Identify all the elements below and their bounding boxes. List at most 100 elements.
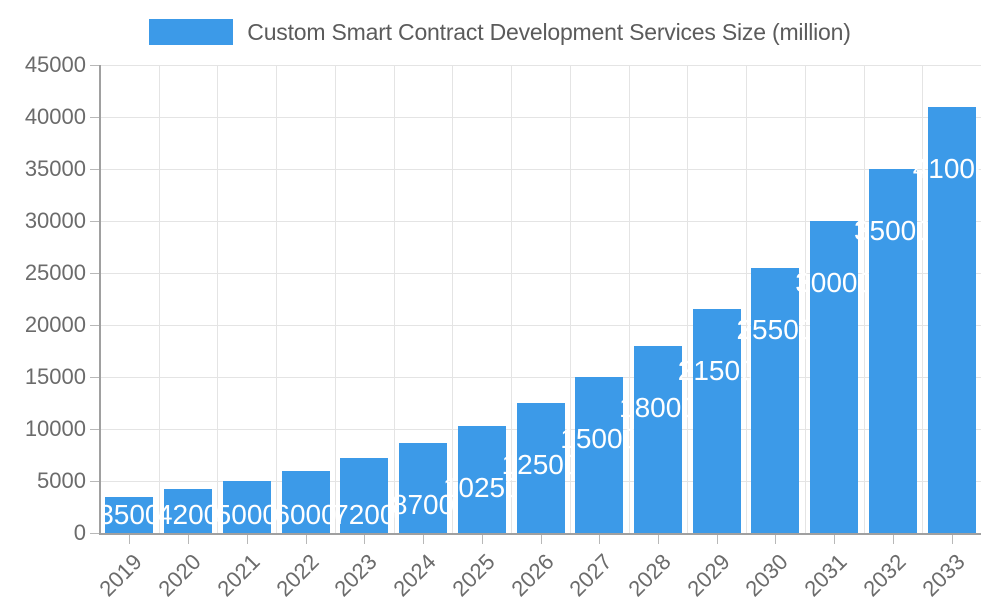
y-axis-tick: 5000 <box>37 468 99 494</box>
gridline-vertical <box>276 65 277 533</box>
bar-rect[interactable] <box>927 106 976 533</box>
y-axis-tick-mark <box>90 272 99 274</box>
gridline-vertical <box>217 65 218 533</box>
y-axis-tick-label: 45000 <box>24 52 86 77</box>
gridline-vertical <box>805 65 806 533</box>
gridline-vertical <box>159 65 160 533</box>
bar-rect[interactable] <box>457 426 506 533</box>
plot-area: 3500 4200 5000 6000 7200 8700 10250 12500 15000 1… <box>98 65 991 534</box>
x-axis-tick-label: 2023 <box>329 549 382 602</box>
x-axis-tick-label: 2021 <box>212 549 265 602</box>
x-axis-tick-label: 2033 <box>917 549 970 602</box>
legend-color-swatch <box>149 19 234 45</box>
y-axis-tick: 35000 <box>25 156 99 182</box>
gridline-vertical <box>335 65 336 533</box>
y-axis-tick: 25000 <box>25 260 99 286</box>
y-axis-tick-mark <box>90 64 99 66</box>
x-axis-tick-mark <box>364 535 366 544</box>
y-axis-tick-mark <box>90 220 99 222</box>
bar-rect[interactable] <box>692 309 741 533</box>
bar-2030[interactable]: 25500 <box>736 267 814 533</box>
y-axis-tick-label: 40000 <box>24 104 86 129</box>
bar-rect[interactable] <box>516 403 565 533</box>
x-axis-tick-label: 2029 <box>682 549 735 602</box>
gridline-horizontal <box>100 325 981 326</box>
x-axis-tick-label: 2020 <box>153 549 206 602</box>
gridline-vertical <box>687 65 688 533</box>
gridline-horizontal <box>100 169 981 170</box>
y-axis-ticks: 0 5000 10000 15000 20000 25000 30000 35000 40000… <box>0 52 99 545</box>
gridline-horizontal <box>100 221 981 222</box>
gridline-vertical <box>511 65 512 533</box>
bar-2028[interactable]: 18000 <box>619 345 697 533</box>
bar-2025[interactable]: 10250 <box>443 426 521 533</box>
x-axis-tick-mark <box>188 535 190 544</box>
gridline-vertical <box>746 65 747 533</box>
gridline-horizontal <box>100 117 981 118</box>
gridline-vertical <box>922 65 923 533</box>
y-axis-tick-mark <box>90 428 99 430</box>
bar-2027[interactable]: 15000 <box>560 377 638 533</box>
bar-2022[interactable]: 6000 <box>274 470 337 533</box>
y-axis-tick: 30000 <box>25 208 99 234</box>
bar-2031[interactable]: 30000 <box>795 221 873 533</box>
x-axis-tick-label: 2019 <box>94 549 148 602</box>
x-axis-tick-label: 2031 <box>799 549 852 602</box>
y-axis-tick-mark <box>90 168 99 170</box>
x-axis-tick-mark <box>951 535 953 544</box>
gridline-vertical <box>629 65 630 533</box>
bar-2026[interactable]: 12500 <box>502 403 579 533</box>
x-axis-tick-mark <box>481 535 483 544</box>
bar-rect[interactable] <box>281 470 330 533</box>
bar-rect[interactable] <box>105 496 154 533</box>
bar-2029[interactable]: 21500 <box>678 309 756 533</box>
y-axis-tick-label: 35000 <box>24 156 86 181</box>
bar-rect[interactable] <box>751 267 800 533</box>
x-axis-tick-mark <box>540 535 542 544</box>
bar-rect[interactable] <box>399 442 448 533</box>
y-axis-tick: 20000 <box>25 312 99 338</box>
bar-rect[interactable] <box>222 481 271 533</box>
x-axis-tick-mark <box>129 535 131 544</box>
x-axis-tick-mark <box>657 535 659 544</box>
bar-rect[interactable] <box>810 221 859 533</box>
bar-2020[interactable]: 4200 <box>157 489 219 533</box>
y-axis-tick: 45000 <box>25 52 99 78</box>
y-axis-tick: 0 <box>74 520 99 546</box>
x-axis-tick-mark <box>716 535 718 544</box>
bar-rect[interactable] <box>340 458 389 533</box>
bar-rect[interactable] <box>868 169 917 533</box>
y-axis-tick-label: 15000 <box>24 364 86 389</box>
y-axis-tick-label: 25000 <box>24 260 86 285</box>
x-axis-tick-label: 2032 <box>858 549 911 602</box>
bar-2023[interactable]: 7200 <box>333 458 395 533</box>
bar-2019[interactable]: 3500 <box>98 496 161 533</box>
legend-item[interactable]: Custom Smart Contract Development Servic… <box>149 18 851 46</box>
bar-2024[interactable]: 8700 <box>392 442 454 533</box>
y-axis-tick: 10000 <box>25 416 99 442</box>
bar-2033[interactable]: 41000 <box>913 106 991 533</box>
y-axis-tick: 15000 <box>25 364 99 390</box>
bar-2032[interactable]: 35000 <box>854 169 932 533</box>
y-axis-tick-mark <box>90 532 99 534</box>
bar-rect[interactable] <box>575 377 624 533</box>
y-axis-line <box>99 65 101 534</box>
x-axis-tick-label: 2027 <box>564 549 617 602</box>
gridline-vertical <box>864 65 865 533</box>
bar-2021[interactable]: 5000 <box>216 481 278 533</box>
x-axis-line <box>99 533 981 535</box>
bar-rect[interactable] <box>164 489 213 533</box>
y-axis-tick-label: 5000 <box>37 468 86 493</box>
gridline-horizontal <box>100 65 981 66</box>
x-axis-tick-label: 2025 <box>447 549 500 602</box>
y-axis-tick-mark <box>90 324 99 326</box>
x-axis-tick-mark <box>834 535 836 544</box>
legend-item-label: Custom Smart Contract Development Servic… <box>247 18 851 45</box>
bar-rect[interactable] <box>633 345 682 533</box>
x-axis-tick-mark <box>599 535 601 544</box>
gridline-vertical <box>452 65 453 533</box>
x-axis-ticks: 2019 2020 2021 2022 2023 2024 2025 2026 2027 2028… <box>95 535 981 602</box>
y-axis-tick-label: 10000 <box>24 416 86 441</box>
gridline-vertical <box>570 65 571 533</box>
